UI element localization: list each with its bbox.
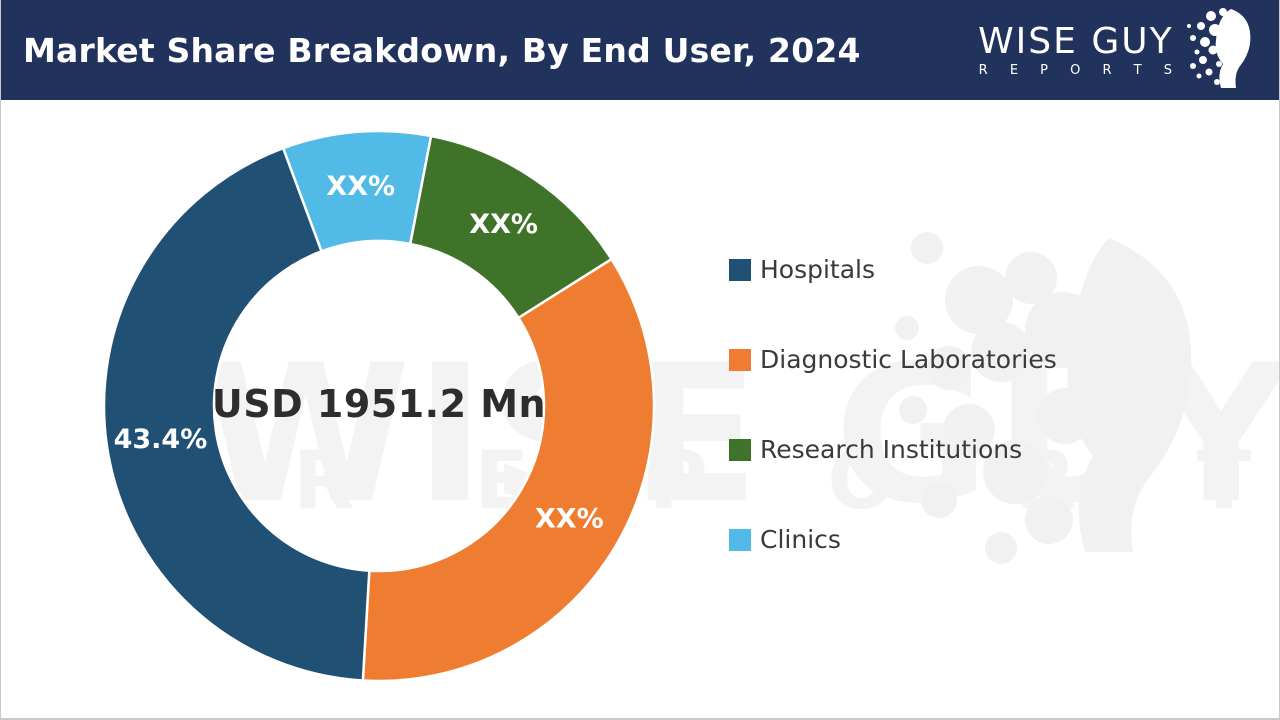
page-title: Market Share Breakdown, By End User, 202… <box>23 30 861 70</box>
legend: Hospitals Diagnostic Laboratories Research… <box>729 248 1057 561</box>
legend-label: Hospitals <box>760 255 876 284</box>
donut-slice-diagnostic-laboratories <box>361 257 656 683</box>
wise-guy-logo: WISE GUY R E P O R T S <box>975 4 1261 96</box>
legend-swatch <box>729 348 751 371</box>
slice-label: XX% <box>469 209 538 240</box>
slice-label: XX% <box>326 171 395 202</box>
legend-swatch <box>729 528 751 551</box>
donut-center-value: USD 1951.2 Mn <box>211 382 547 426</box>
watermark-face-icon <box>895 232 1192 564</box>
donut-slice-labels: XX% XX% XX% 43.4% <box>114 171 604 535</box>
legend-label: Clinics <box>760 525 841 554</box>
legend-label: Diagnostic Laboratories <box>760 345 1057 374</box>
logo-text: WISE GUY R E P O R T S <box>975 20 1177 77</box>
legend-swatch <box>729 438 751 461</box>
slice-label: XX% <box>535 504 604 535</box>
logo-subtitle: R E P O R T S <box>978 62 1181 78</box>
legend-item-clinics: Clinics <box>729 518 1057 561</box>
donut-slice-hospitals <box>102 146 371 682</box>
legend-swatch <box>729 258 751 281</box>
legend-item-diagnostic-laboratories: Diagnostic Laboratories <box>729 338 1057 381</box>
logo-wordmark: WISE GUY <box>978 20 1174 62</box>
donut-slices <box>102 129 656 683</box>
slice-label: 43.4% <box>114 424 208 455</box>
logo-face-icon <box>1187 8 1251 88</box>
legend-item-research-institutions: Research Institutions <box>729 428 1057 471</box>
legend-item-hospitals: Hospitals <box>729 248 1057 291</box>
header-bar: Market Share Breakdown, By End User, 202… <box>1 0 1279 100</box>
legend-label: Research Institutions <box>760 435 1023 464</box>
